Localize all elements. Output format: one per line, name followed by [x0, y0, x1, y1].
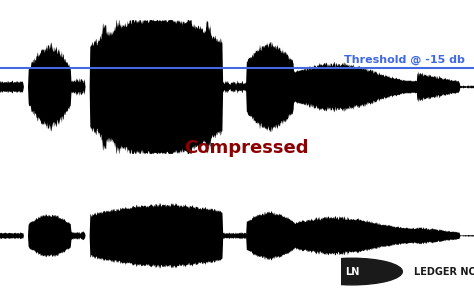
Text: Compressed: Compressed [184, 139, 309, 157]
Circle shape [301, 258, 402, 285]
Text: LEDGER NOTE: LEDGER NOTE [414, 267, 474, 277]
Text: Threshold @ -15 db: Threshold @ -15 db [344, 55, 465, 65]
Text: LN: LN [345, 267, 359, 277]
